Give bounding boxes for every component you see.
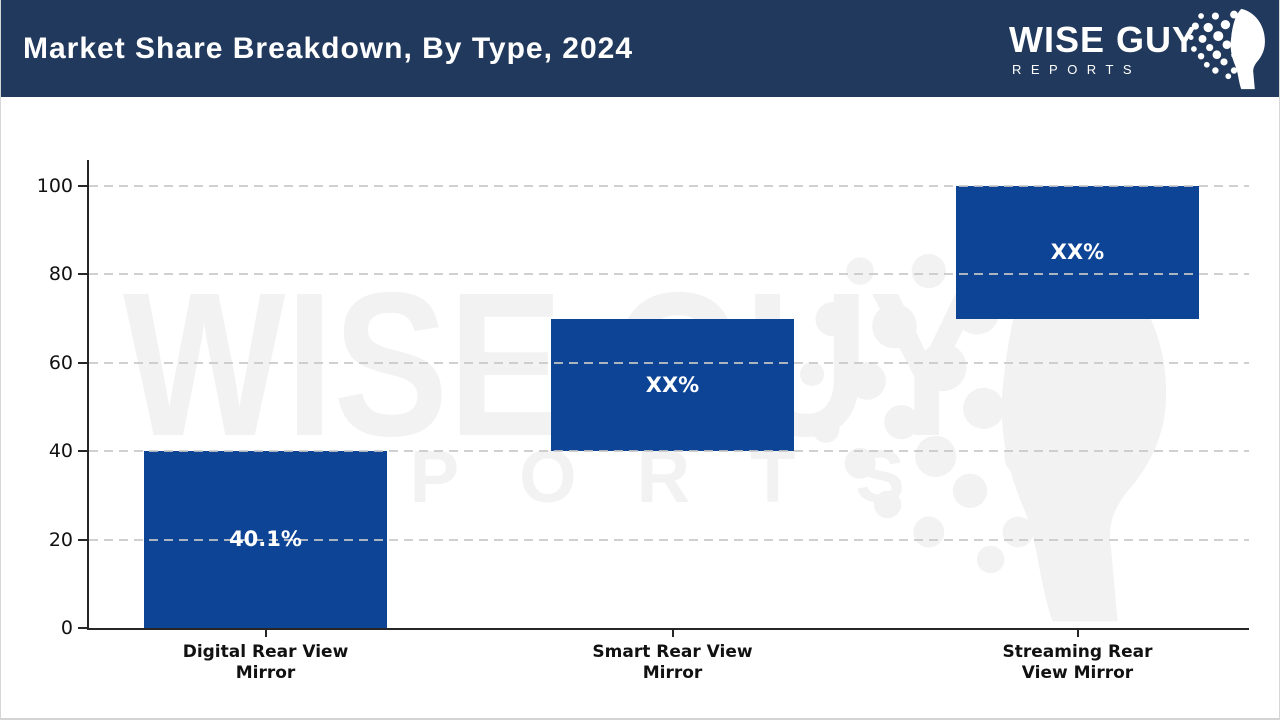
x-tick-label: Digital Rear View Mirror (126, 642, 406, 685)
y-tick (78, 361, 87, 364)
bar-segment (551, 318, 794, 452)
y-tick-label: 80 (48, 263, 73, 286)
y-axis-line (87, 160, 89, 630)
bar-value-label: XX% (645, 372, 700, 397)
x-tick-label: Smart Rear View Mirror (533, 642, 813, 685)
x-tick (1076, 630, 1079, 637)
y-tick (78, 627, 87, 629)
x-tick-label-line: Mirror (642, 663, 703, 684)
y-tick-label: 20 (48, 528, 73, 551)
gridline-100 (89, 185, 1249, 187)
y-tick (78, 185, 87, 187)
bar-value-label: XX% (1050, 240, 1105, 265)
gridline-20 (89, 538, 1249, 541)
y-tick (78, 450, 87, 453)
logo-text: WISE GUY REPORTS (1009, 21, 1197, 77)
gridline-40 (89, 450, 1249, 453)
x-axis-line (87, 628, 1249, 630)
y-tick-label: 0 (60, 617, 73, 639)
bar-value-label: 40.1% (229, 527, 302, 552)
y-tick-label: 40 (48, 440, 73, 463)
wiseguy-dotted-head-icon (1188, 8, 1265, 90)
y-tick-label: 100 (36, 175, 73, 197)
x-tick-label-line: Streaming Rear (1002, 642, 1153, 662)
y-tick-label: 60 (48, 351, 73, 374)
gridline-60 (89, 361, 1249, 364)
x-tick (264, 630, 267, 637)
plot-area: 0 20 40 60 80 100 40.1% Digital Rear View Mirror… (37, 160, 1249, 683)
x-tick-label-line: View Mirror (1021, 663, 1134, 684)
wiseguy-logo: WISE GUY REPORTS (1009, 6, 1267, 92)
x-tick-label: Streaming Rear View Mirror (938, 642, 1218, 685)
y-tick (78, 273, 87, 276)
x-tick-label-line: Mirror (235, 663, 296, 684)
logo-sub-text: REPORTS (1011, 61, 1142, 77)
x-tick-label-line: Smart Rear View (592, 642, 753, 662)
x-tick (671, 630, 674, 637)
gridline-80 (89, 273, 1249, 276)
logo-wordmark: WISE GUY (1008, 19, 1197, 61)
y-tick (78, 538, 87, 541)
x-tick-label-line: Digital Rear View (182, 642, 349, 662)
page-title: Market Share Breakdown, By Type, 2024 (23, 31, 634, 65)
header-bar: Market Share Breakdown, By Type, 2024 WI… (1, 0, 1279, 97)
